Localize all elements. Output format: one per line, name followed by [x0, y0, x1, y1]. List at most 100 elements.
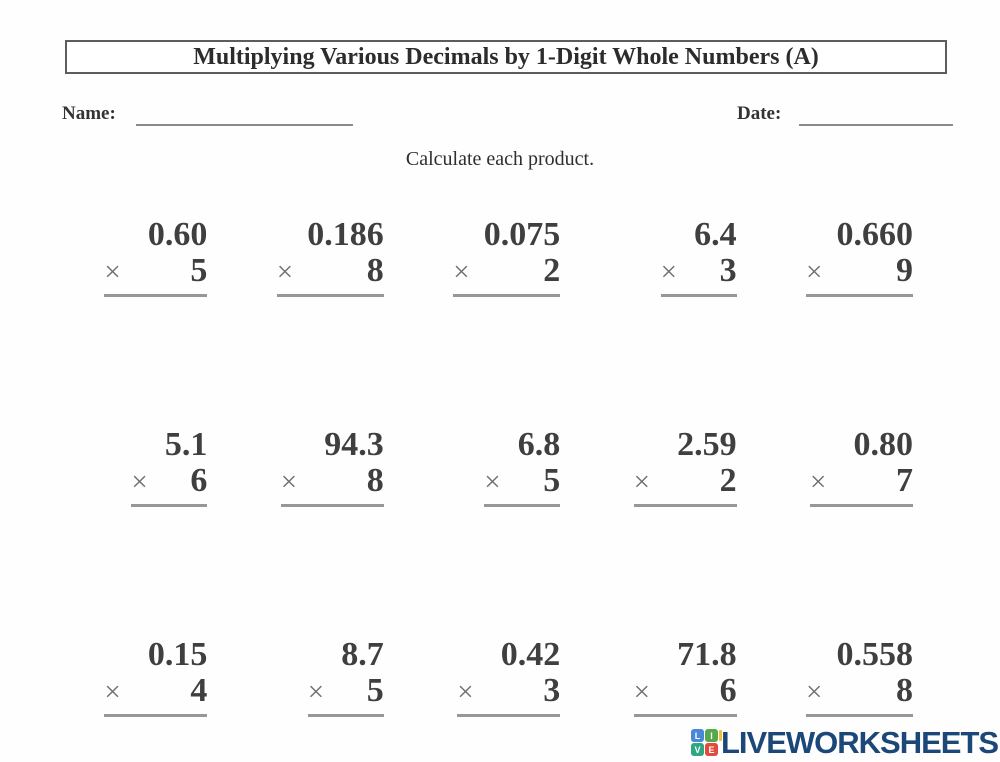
multiplication-problem: 6.8 × 5	[484, 426, 561, 508]
multiply-icon: ×	[633, 465, 650, 498]
multiply-icon: ×	[453, 255, 470, 288]
multiplier: 5	[543, 461, 561, 499]
operand: 6.4	[694, 216, 737, 253]
operand: 2.59	[677, 426, 737, 463]
date-input-line[interactable]	[799, 102, 953, 126]
problem-cell: 5.1 × 6	[31, 426, 208, 508]
multiplier: 8	[366, 251, 384, 289]
answer-line[interactable]: × 9	[805, 251, 913, 298]
worksheet-title: Multiplying Various Decimals by 1-Digit …	[193, 43, 819, 70]
multiplication-problem: 94.3 × 8	[280, 426, 384, 508]
operand: 71.8	[677, 636, 737, 673]
multiplication-problem: 0.075 × 2	[453, 216, 561, 298]
multiplier: 2	[543, 251, 561, 289]
date-label: Date:	[737, 103, 782, 124]
answer-line[interactable]: × 3	[457, 671, 561, 718]
multiplier: 6	[190, 461, 208, 499]
operand: 0.60	[147, 216, 208, 253]
problem-cell: 0.075 × 2	[384, 216, 561, 298]
multiply-icon: ×	[633, 675, 650, 708]
multiply-icon: ×	[809, 465, 827, 498]
answer-line[interactable]: × 2	[633, 461, 737, 508]
multiplication-problem: 0.80 × 7	[809, 426, 913, 508]
multiply-icon: ×	[805, 675, 823, 708]
answer-line[interactable]: × 2	[453, 251, 561, 298]
problems-row: 0.60 × 5 0.186 × 8 0.075 × 2 6.4 × 3 0.660 × 9	[31, 216, 913, 298]
answer-line[interactable]: × 8	[276, 251, 384, 298]
operand: 0.80	[853, 426, 913, 463]
multiplier: 3	[543, 671, 561, 709]
logo-tile-i-icon: I	[705, 729, 718, 742]
problem-cell: 0.42 × 3	[384, 636, 561, 718]
answer-line[interactable]: × 6	[633, 671, 737, 718]
answer-line[interactable]: × 8	[805, 673, 913, 718]
answer-line[interactable]: × 5	[484, 461, 561, 508]
multiplier: 2	[719, 461, 737, 499]
multiplication-problem: 0.186 × 8	[276, 216, 384, 298]
operand: 0.15	[147, 636, 208, 673]
answer-line[interactable]: × 5	[307, 671, 384, 718]
multiplier: 9	[895, 251, 913, 289]
logo-tile-l-icon: L	[691, 729, 704, 742]
multiplication-problem: 0.42 × 3	[457, 636, 561, 718]
problem-cell: 2.59 × 2	[560, 426, 737, 508]
multiplier: 6	[719, 671, 737, 709]
answer-line[interactable]: × 3	[660, 251, 737, 298]
problem-cell: 0.15 × 4	[31, 636, 208, 718]
multiplication-problem: 0.60 × 5	[104, 216, 208, 298]
worksheet-title-box: Multiplying Various Decimals by 1-Digit …	[65, 40, 947, 74]
multiply-icon: ×	[805, 255, 823, 288]
multiplication-problem: 2.59 × 2	[633, 426, 737, 508]
problem-cell: 8.7 × 5	[207, 636, 384, 718]
problems-row: 5.1 × 6 94.3 × 8 6.8 × 5 2.59 × 2 0.80 × 7	[31, 426, 913, 508]
name-input-line[interactable]	[136, 102, 353, 126]
operand: 0.186	[307, 216, 384, 253]
multiplier: 5	[190, 251, 208, 289]
answer-line[interactable]: × 7	[809, 461, 913, 508]
operand: 6.8	[517, 426, 561, 463]
multiply-icon: ×	[457, 675, 474, 708]
answer-line[interactable]: × 4	[104, 671, 208, 718]
operand: 8.7	[341, 636, 384, 673]
multiply-icon: ×	[276, 255, 294, 288]
name-label: Name:	[62, 103, 116, 124]
problem-cell: 0.80 × 7	[737, 426, 913, 508]
operand: 0.558	[836, 636, 913, 673]
multiplication-problem: 0.558 × 8	[805, 636, 913, 718]
problem-cell: 0.186 × 8	[207, 216, 384, 298]
multiplier: 3	[719, 251, 737, 289]
problems-row: 0.15 × 4 8.7 × 5 0.42 × 3 71.8 × 6 0.558 × 8	[31, 636, 913, 718]
problem-cell: 6.4 × 3	[560, 216, 737, 298]
multiplier: 5	[366, 671, 384, 709]
multiply-icon: ×	[660, 255, 677, 288]
logo-tile-e-icon: E	[705, 743, 718, 756]
multiply-icon: ×	[104, 675, 121, 708]
multiplication-problem: 8.7 × 5	[307, 636, 384, 718]
multiply-icon: ×	[104, 255, 121, 288]
multiply-icon: ×	[484, 465, 501, 498]
operand: 0.42	[500, 636, 561, 673]
multiplier: 7	[895, 461, 913, 499]
problem-cell: 94.3 × 8	[207, 426, 384, 508]
multiply-icon: ×	[280, 465, 298, 498]
operand: 0.660	[836, 216, 913, 253]
multiply-icon: ×	[131, 465, 148, 498]
answer-line[interactable]: × 8	[280, 463, 384, 508]
problem-cell: 0.558 × 8	[737, 636, 913, 718]
operand: 0.075	[483, 216, 561, 253]
instruction-text: Calculate each product.	[405, 148, 595, 170]
multiplication-problem: 5.1 × 6	[131, 426, 208, 508]
answer-line[interactable]: × 5	[104, 251, 208, 298]
multiplication-problem: 6.4 × 3	[660, 216, 737, 298]
multiplication-problem: 71.8 × 6	[633, 636, 737, 718]
logo-accent-bar	[719, 730, 722, 741]
operand: 94.3	[324, 426, 384, 463]
problem-cell: 0.660 × 9	[737, 216, 913, 298]
liveworksheets-logo-text: LIVEWORKSHEETS	[721, 725, 999, 760]
answer-line[interactable]: × 6	[131, 461, 208, 508]
multiplier: 4	[190, 671, 208, 709]
operand: 5.1	[164, 426, 208, 463]
